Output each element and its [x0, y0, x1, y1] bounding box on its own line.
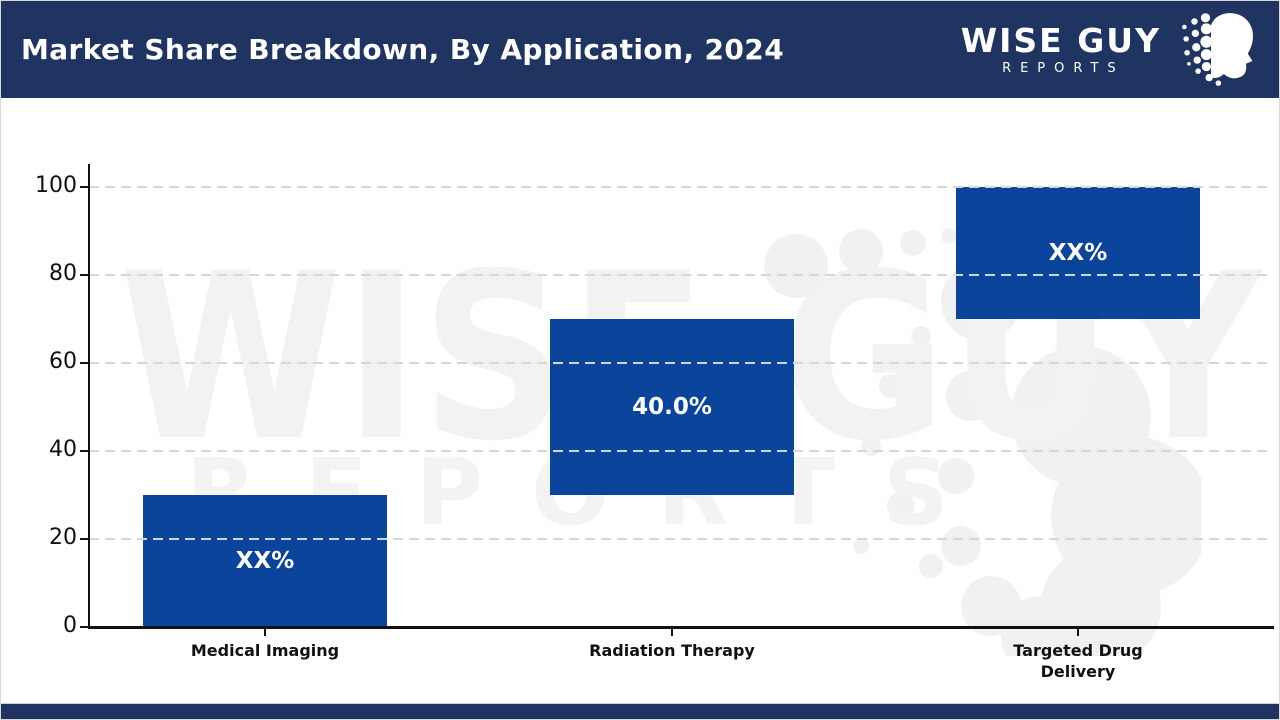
x-category-label-2: Targeted Drug Delivery	[1013, 641, 1143, 682]
y-tick-label-60: 60	[49, 349, 77, 374]
bar-value-label-1: 40.0%	[632, 394, 712, 420]
bar-segment-1: 40.0%	[550, 319, 794, 495]
logo-head-dots-icon	[1182, 12, 1253, 86]
logo-text: WISE GUY REPORTS	[961, 24, 1161, 76]
y-tick-mark-20	[80, 538, 89, 540]
y-tick-label-100: 100	[35, 173, 77, 198]
gridline-80	[89, 274, 1273, 276]
x-category-label-0: Medical Imaging	[190, 641, 340, 660]
header-bar: Market Share Breakdown, By Application, …	[1, 1, 1279, 98]
y-tick-mark-80	[80, 274, 89, 276]
x-category-label-1: Radiation Therapy	[589, 641, 755, 660]
y-tick-label-0: 0	[63, 613, 77, 638]
wiseguy-logo: WISE GUY REPORTS	[961, 8, 1257, 92]
x-tick-mark-0	[264, 629, 266, 636]
y-axis-line	[88, 164, 90, 629]
bar-segment-2: XX%	[956, 187, 1200, 319]
y-tick-mark-0	[80, 626, 89, 628]
gridline-100	[89, 186, 1273, 188]
bar-value-label-0: XX%	[235, 548, 295, 574]
y-tick-mark-60	[80, 362, 89, 364]
x-axis-line	[88, 626, 1274, 629]
bar-value-label-2: XX%	[1048, 240, 1108, 266]
bar-segment-0: XX%	[143, 495, 387, 627]
logo-wordmark: WISE GUY	[960, 20, 1161, 60]
y-tick-label-80: 80	[49, 261, 77, 286]
y-tick-label-40: 40	[49, 437, 77, 462]
y-tick-mark-100	[80, 186, 89, 188]
gridline-40	[89, 450, 1273, 452]
logo-subtitle: REPORTS	[1002, 60, 1125, 76]
gridline-20	[89, 538, 1273, 540]
footer-bar	[1, 703, 1279, 719]
page-title: Market Share Breakdown, By Application, …	[21, 33, 785, 66]
y-tick-label-20: 20	[49, 525, 77, 550]
y-tick-mark-40	[80, 450, 89, 452]
gridline-60	[89, 362, 1273, 364]
x-tick-mark-2	[1077, 629, 1079, 636]
x-tick-mark-1	[671, 629, 673, 636]
